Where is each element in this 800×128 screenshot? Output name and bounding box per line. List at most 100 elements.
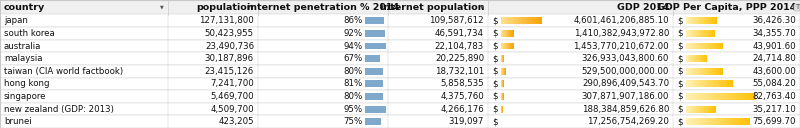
- Text: 36,426.30: 36,426.30: [752, 16, 796, 25]
- Bar: [688, 42, 690, 50]
- Text: taiwan (CIA world factbook): taiwan (CIA world factbook): [4, 67, 123, 76]
- Text: 188,384,859,626.80: 188,384,859,626.80: [582, 105, 669, 114]
- Bar: [0, 27, 800, 40]
- Bar: [708, 68, 710, 75]
- Text: 86%: 86%: [343, 16, 362, 25]
- Bar: [695, 17, 697, 24]
- Bar: [518, 17, 519, 24]
- Bar: [694, 55, 695, 62]
- Bar: [690, 55, 691, 62]
- Bar: [694, 106, 695, 113]
- Text: 22,104,783: 22,104,783: [434, 41, 484, 51]
- Bar: [749, 93, 753, 100]
- Text: 290,896,409,543.70: 290,896,409,543.70: [582, 79, 669, 88]
- Text: ▼: ▼: [480, 5, 484, 10]
- Bar: [694, 17, 695, 24]
- Bar: [690, 42, 692, 50]
- Text: ▼: ▼: [160, 5, 164, 10]
- Bar: [727, 118, 731, 125]
- Bar: [707, 80, 710, 87]
- Text: 24,714.80: 24,714.80: [752, 54, 796, 63]
- Bar: [695, 106, 697, 113]
- Bar: [724, 118, 728, 125]
- Bar: [526, 17, 527, 24]
- Bar: [710, 93, 714, 100]
- Bar: [710, 106, 711, 113]
- Bar: [709, 30, 710, 37]
- Bar: [710, 80, 712, 87]
- Text: $: $: [492, 92, 498, 101]
- Bar: [737, 118, 741, 125]
- Bar: [714, 17, 715, 24]
- Text: 75,699.70: 75,699.70: [753, 117, 796, 126]
- Text: 92%: 92%: [343, 29, 362, 38]
- Bar: [689, 30, 690, 37]
- Bar: [705, 30, 706, 37]
- Bar: [714, 68, 715, 75]
- Bar: [0, 65, 800, 78]
- Text: $: $: [677, 54, 682, 63]
- Bar: [540, 17, 542, 24]
- Text: 50,423,955: 50,423,955: [205, 29, 254, 38]
- Bar: [699, 106, 701, 113]
- Text: $: $: [492, 41, 498, 51]
- Text: malaysia: malaysia: [4, 54, 42, 63]
- Text: 5,858,535: 5,858,535: [440, 79, 484, 88]
- Bar: [690, 80, 693, 87]
- Bar: [696, 30, 698, 37]
- Bar: [721, 93, 725, 100]
- Text: 4,375,760: 4,375,760: [440, 92, 484, 101]
- Text: $: $: [677, 105, 682, 114]
- Bar: [0, 115, 800, 128]
- Bar: [691, 68, 694, 75]
- Bar: [509, 17, 511, 24]
- Bar: [710, 17, 712, 24]
- Bar: [365, 42, 386, 50]
- Bar: [702, 118, 706, 125]
- Bar: [699, 68, 701, 75]
- Bar: [716, 42, 718, 50]
- Bar: [708, 30, 710, 37]
- Bar: [0, 90, 800, 103]
- Text: $: $: [677, 16, 682, 25]
- Text: 43,901.60: 43,901.60: [752, 41, 796, 51]
- Text: 326,933,043,800.60: 326,933,043,800.60: [582, 54, 669, 63]
- Bar: [728, 93, 731, 100]
- Bar: [710, 30, 712, 37]
- Bar: [695, 118, 699, 125]
- Bar: [691, 55, 692, 62]
- Bar: [705, 42, 706, 50]
- Bar: [697, 93, 700, 100]
- Bar: [365, 118, 382, 125]
- Text: GDP Per Capita, PPP 2014: GDP Per Capita, PPP 2014: [657, 3, 796, 12]
- Bar: [743, 118, 746, 125]
- Text: $: $: [677, 29, 682, 38]
- Text: 43,600.00: 43,600.00: [752, 67, 796, 76]
- Bar: [738, 93, 742, 100]
- Bar: [527, 17, 530, 24]
- Text: 127,131,800: 127,131,800: [199, 16, 254, 25]
- Text: T: T: [794, 4, 799, 10]
- Text: 94%: 94%: [343, 41, 362, 51]
- Bar: [712, 30, 714, 37]
- Text: japan: japan: [4, 16, 28, 25]
- Bar: [709, 17, 710, 24]
- Bar: [365, 68, 382, 75]
- Text: 529,500,000,000.00: 529,500,000,000.00: [582, 67, 669, 76]
- Bar: [692, 118, 696, 125]
- Bar: [515, 17, 518, 24]
- Bar: [698, 30, 699, 37]
- Text: 23,490,736: 23,490,736: [205, 41, 254, 51]
- Bar: [687, 30, 689, 37]
- Text: 80%: 80%: [343, 67, 362, 76]
- Text: 17,256,754,269.20: 17,256,754,269.20: [587, 117, 669, 126]
- Bar: [693, 93, 697, 100]
- Bar: [692, 30, 694, 37]
- Bar: [708, 42, 710, 50]
- Text: $: $: [492, 16, 498, 25]
- Bar: [721, 42, 723, 50]
- Bar: [718, 80, 721, 87]
- Bar: [697, 68, 699, 75]
- Bar: [730, 118, 734, 125]
- Bar: [365, 106, 386, 113]
